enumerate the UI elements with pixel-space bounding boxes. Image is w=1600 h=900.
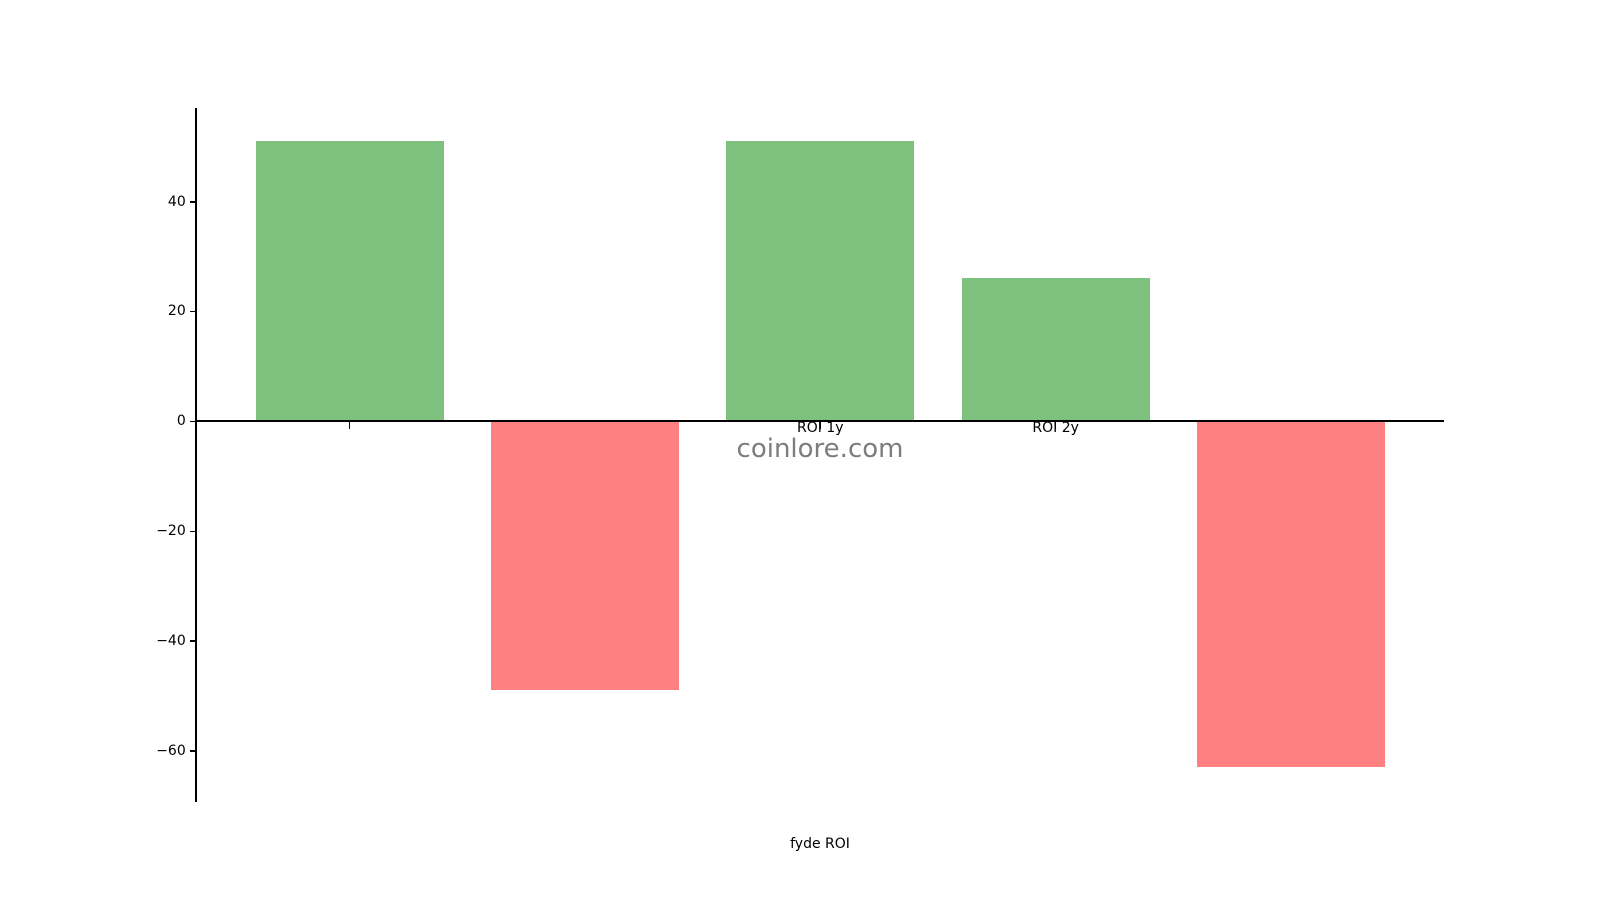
watermark: coinlore.com (736, 434, 904, 464)
y-tick-label: −20 (156, 523, 186, 540)
y-tick (189, 750, 196, 752)
y-tick-label: −60 (156, 742, 186, 759)
x-tick (1054, 420, 1057, 429)
y-tick (189, 530, 196, 533)
x-axis-zero-line (195, 420, 1444, 422)
y-tick (189, 420, 196, 423)
x-tick (819, 420, 822, 429)
x-axis-title: fyde ROI (790, 836, 850, 852)
bar-3 (961, 278, 1150, 421)
y-tick (189, 201, 196, 203)
y-tick-label: 20 (167, 303, 186, 320)
bar-2 (726, 140, 915, 421)
bar-0 (255, 140, 444, 421)
x-tick-label: ROI 1y (797, 419, 844, 436)
y-tick (189, 310, 196, 313)
y-tick-label: 0 (176, 413, 186, 430)
bar-1 (490, 420, 679, 690)
y-axis-spine (195, 108, 197, 802)
x-tick-label: ROI 2y (1032, 419, 1079, 436)
x-tick (348, 420, 351, 429)
y-tick-label: 40 (167, 193, 186, 210)
y-tick-label: −40 (156, 632, 186, 649)
bar-4 (1197, 420, 1386, 767)
y-tick (189, 640, 196, 642)
